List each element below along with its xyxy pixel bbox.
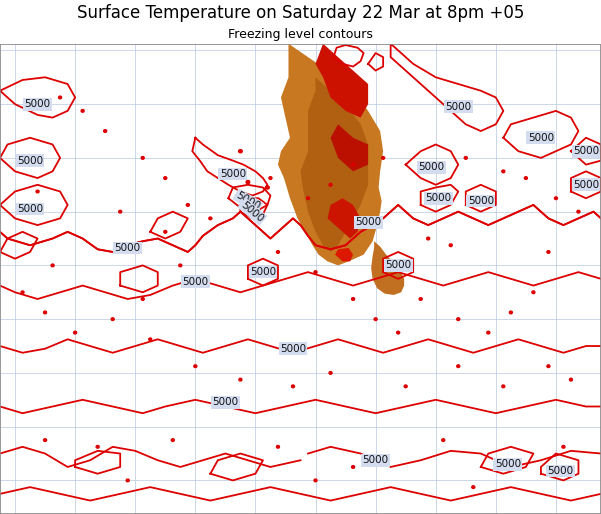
- Circle shape: [427, 237, 430, 240]
- Circle shape: [269, 177, 272, 179]
- Circle shape: [194, 365, 197, 368]
- Text: 5000: 5000: [182, 277, 209, 286]
- Circle shape: [59, 96, 62, 99]
- Text: 5000: 5000: [528, 133, 554, 143]
- Circle shape: [382, 157, 385, 159]
- Circle shape: [246, 180, 250, 183]
- Text: 5000: 5000: [495, 460, 521, 469]
- Text: Surface Temperature on Saturday 22 Mar at 8pm +05: Surface Temperature on Saturday 22 Mar a…: [77, 4, 524, 22]
- Circle shape: [329, 372, 332, 374]
- Text: 5000: 5000: [17, 204, 43, 214]
- Circle shape: [307, 197, 310, 199]
- Circle shape: [352, 163, 355, 166]
- Polygon shape: [331, 124, 368, 171]
- Circle shape: [291, 385, 294, 388]
- Circle shape: [141, 298, 144, 300]
- Text: 5000: 5000: [445, 102, 471, 112]
- Circle shape: [487, 331, 490, 334]
- Text: 5000: 5000: [468, 196, 494, 206]
- Circle shape: [81, 109, 84, 112]
- Text: 5000: 5000: [239, 199, 266, 224]
- Circle shape: [36, 190, 39, 193]
- Circle shape: [266, 186, 269, 189]
- Polygon shape: [278, 44, 383, 265]
- Circle shape: [314, 479, 317, 482]
- Circle shape: [171, 439, 174, 442]
- Circle shape: [442, 439, 445, 442]
- Text: 5000: 5000: [234, 190, 261, 212]
- Circle shape: [276, 446, 279, 448]
- Polygon shape: [300, 77, 368, 252]
- Text: 5000: 5000: [212, 397, 239, 408]
- Circle shape: [570, 378, 573, 381]
- Circle shape: [450, 244, 453, 247]
- Circle shape: [510, 311, 513, 314]
- Text: 5000: 5000: [426, 193, 452, 203]
- Circle shape: [276, 251, 279, 253]
- Circle shape: [104, 130, 107, 133]
- Circle shape: [149, 338, 151, 341]
- Circle shape: [329, 183, 332, 186]
- Circle shape: [374, 318, 377, 321]
- Circle shape: [209, 217, 212, 219]
- Circle shape: [457, 365, 460, 368]
- Circle shape: [562, 446, 565, 448]
- Circle shape: [547, 365, 550, 368]
- Text: 5000: 5000: [220, 169, 246, 179]
- Text: 5000: 5000: [548, 466, 573, 476]
- Circle shape: [465, 157, 468, 159]
- Circle shape: [314, 271, 317, 273]
- Polygon shape: [316, 44, 368, 118]
- Circle shape: [352, 466, 355, 468]
- Text: Freezing level contours: Freezing level contours: [228, 28, 373, 41]
- Circle shape: [163, 230, 166, 233]
- Text: 5000: 5000: [573, 180, 599, 190]
- Text: 5000: 5000: [17, 156, 43, 166]
- Circle shape: [457, 318, 460, 321]
- Circle shape: [111, 318, 114, 321]
- Text: 5000: 5000: [280, 344, 306, 354]
- Circle shape: [96, 446, 99, 448]
- Text: 5000: 5000: [115, 243, 141, 253]
- Polygon shape: [371, 241, 404, 295]
- Text: 5000: 5000: [355, 217, 381, 227]
- Circle shape: [74, 331, 77, 334]
- Circle shape: [352, 298, 355, 300]
- Circle shape: [141, 157, 144, 159]
- Circle shape: [397, 331, 400, 334]
- Text: 5000: 5000: [385, 261, 411, 270]
- Circle shape: [51, 264, 54, 267]
- Circle shape: [554, 197, 558, 199]
- Text: 5000: 5000: [573, 146, 599, 156]
- Circle shape: [532, 291, 535, 293]
- Circle shape: [186, 204, 189, 206]
- Circle shape: [179, 264, 182, 267]
- Circle shape: [44, 439, 47, 442]
- Circle shape: [502, 385, 505, 388]
- Circle shape: [547, 251, 550, 253]
- Circle shape: [163, 177, 166, 179]
- Polygon shape: [328, 198, 361, 238]
- Polygon shape: [335, 248, 353, 262]
- Text: 5000: 5000: [362, 455, 389, 465]
- Circle shape: [126, 479, 129, 482]
- Circle shape: [502, 170, 505, 173]
- Circle shape: [404, 385, 407, 388]
- Circle shape: [472, 486, 475, 488]
- Circle shape: [239, 150, 242, 153]
- Circle shape: [21, 291, 24, 293]
- Circle shape: [524, 177, 528, 179]
- Text: 5000: 5000: [418, 162, 444, 172]
- Circle shape: [577, 210, 580, 213]
- Circle shape: [239, 378, 242, 381]
- Circle shape: [44, 311, 47, 314]
- Text: 5000: 5000: [25, 99, 50, 109]
- Text: 5000: 5000: [250, 267, 276, 277]
- Circle shape: [119, 210, 122, 213]
- Circle shape: [419, 298, 423, 300]
